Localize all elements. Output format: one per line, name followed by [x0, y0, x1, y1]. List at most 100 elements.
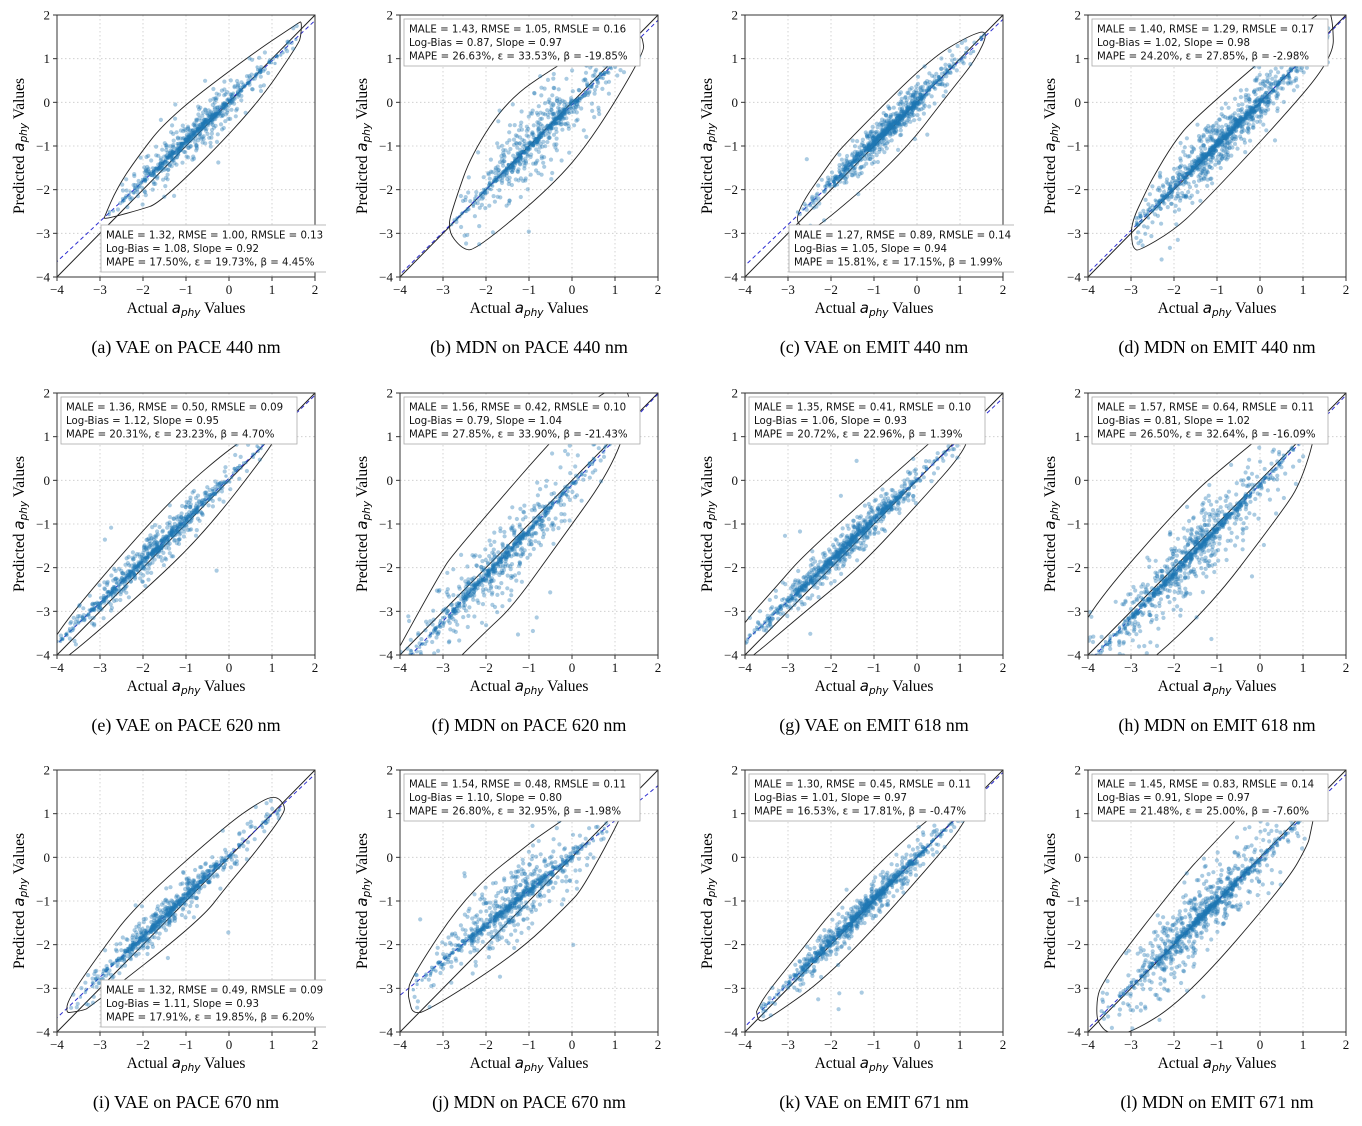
- subplot-g: −4 −4 −3 −3 −2 −2 −1 −1 0 0 1 1 2 2 MALE = 1.35, RMSE …: [698, 383, 1014, 737]
- y-tick-label: −3: [724, 604, 738, 619]
- subplot-e: −4 −4 −3 −3 −2 −2 −1 −1 0 0 1 1 2 2 MALE = 1.36, RMSE …: [10, 383, 326, 737]
- density-contour: [103, 21, 302, 219]
- x-tick-label: 2: [1000, 282, 1007, 297]
- y-tick-label: −1: [36, 894, 50, 909]
- caption-j: (j) MDN on PACE 670 nm: [432, 1092, 626, 1112]
- stats-box: MALE = 1.27, RMSE = 0.89, RMSLE = 0.14 Lo…: [788, 224, 1026, 273]
- y-tick-label: −2: [379, 937, 393, 952]
- x-tick-label: −2: [824, 282, 838, 297]
- x-tick-label: −2: [136, 282, 150, 297]
- y-tick-label: −4: [1067, 270, 1081, 285]
- y-tick-label: 0: [387, 850, 394, 865]
- y-tick-label: 2: [387, 763, 394, 778]
- fit-line: [400, 19, 658, 276]
- caption-a: (a) VAE on PACE 440 nm: [91, 337, 280, 357]
- x-tick-label: −2: [1167, 660, 1181, 675]
- stats-line-3: MAPE = 17.91%, ε = 19.85%, β = 6.20%: [106, 1013, 315, 1024]
- x-tick-label: 1: [612, 660, 619, 675]
- subplot-i: −4 −4 −3 −3 −2 −2 −1 −1 0 0 1 1 2 2 MALE = 1.32, RMSE …: [10, 760, 338, 1113]
- x-axis-label: Actual aphy Values: [815, 1054, 934, 1074]
- x-tick-label: −2: [479, 660, 493, 675]
- y-tick-label: −4: [724, 648, 738, 663]
- scatter-core-points: [745, 432, 967, 645]
- stats-line-3: MAPE = 26.50%, ε = 32.64%, β = -16.09%: [1097, 430, 1316, 441]
- stats-line-1: MALE = 1.57, RMSE = 0.64, RMSLE = 0.11: [1097, 403, 1314, 414]
- x-tick-label: 1: [612, 1037, 619, 1052]
- fit-line: [745, 397, 1003, 643]
- x-tick-label: 2: [1000, 660, 1007, 675]
- axis-ticks: −4−4 −3 −3 −2 −2 −1 −1 0 0 1 1 2 2: [724, 386, 1006, 676]
- stats-line-2: Log-Bias = 1.05, Slope = 0.94: [794, 244, 947, 255]
- stats-line-3: MAPE = 26.80%, ε = 32.95%, β = -1.98%: [409, 807, 621, 818]
- y-axis-label: Predicted aphy Values: [698, 833, 718, 969]
- stats-line-1: MALE = 1.43, RMSE = 1.05, RMSLE = 0.16: [409, 25, 626, 36]
- x-tick-label: 2: [312, 282, 319, 297]
- x-tick-label: 1: [612, 282, 619, 297]
- x-axis-label: Actual aphy Values: [1158, 1054, 1277, 1074]
- axis-ticks: −4−4 −3 −3 −2 −2 −1 −1 0 0 1 1 2 2: [36, 763, 318, 1053]
- y-axis-label: Predicted aphy Values: [698, 456, 718, 592]
- y-tick-label: −4: [379, 648, 393, 663]
- caption-f: (f) MDN on PACE 620 nm: [432, 715, 627, 735]
- fit-line: [57, 773, 315, 1019]
- x-tick-label: −2: [136, 660, 150, 675]
- y-tick-label: −3: [379, 226, 393, 241]
- x-tick-label: 2: [655, 282, 662, 297]
- y-tick-label: −1: [724, 517, 738, 532]
- y-tick-label: −1: [379, 894, 393, 909]
- y-tick-label: −3: [36, 981, 50, 996]
- x-tick-label: 1: [957, 1037, 964, 1052]
- scatter-core-points: [107, 37, 298, 217]
- x-axis-label: Actual aphy Values: [470, 677, 589, 697]
- subplot-b: −4 −4 −3 −3 −2 −2 −1 −1 0 0 1 1 2 2 MALE = 1.43, RMSE …: [353, 5, 669, 359]
- stats-line-1: MALE = 1.45, RMSE = 0.83, RMSLE = 0.14: [1097, 780, 1314, 791]
- y-tick-label: −4: [379, 270, 393, 285]
- stats-box: MALE = 1.32, RMSE = 1.00, RMSLE = 0.13 Lo…: [100, 224, 338, 273]
- x-axis-label: Actual aphy Values: [1158, 677, 1277, 697]
- caption-b: (b) MDN on PACE 440 nm: [430, 337, 628, 357]
- x-axis-label: Actual aphy Values: [815, 677, 934, 697]
- y-axis-label: Predicted aphy Values: [353, 456, 373, 592]
- caption-l: (l) MDN on EMIT 671 nm: [1120, 1092, 1313, 1112]
- x-tick-label: −3: [1124, 282, 1138, 297]
- y-tick-label: −3: [1067, 981, 1081, 996]
- scatter-points: [745, 427, 969, 644]
- density-contour: [1131, 15, 1334, 251]
- y-tick-label: 0: [1075, 850, 1082, 865]
- stats-box: MALE = 1.35, RMSE = 0.41, RMSLE = 0.10 Lo…: [748, 396, 986, 445]
- y-tick-label: −4: [724, 270, 738, 285]
- scatter-points: [115, 23, 299, 212]
- stats-line-2: Log-Bias = 1.11, Slope = 0.93: [106, 999, 259, 1010]
- y-axis-label: Predicted aphy Values: [353, 78, 373, 214]
- y-tick-label: 2: [387, 8, 394, 23]
- x-tick-label: −4: [393, 660, 407, 675]
- y-tick-label: 2: [732, 763, 739, 778]
- axis-ticks: −4−4 −3 −3 −2 −2 −1 −1 0 0 1 1 2 2: [379, 8, 661, 298]
- stats-line-2: Log-Bias = 1.08, Slope = 0.92: [106, 244, 259, 255]
- x-tick-label: 1: [1300, 660, 1307, 675]
- scatter-core-points: [1091, 426, 1316, 655]
- x-axis-label: Actual aphy Values: [815, 299, 934, 319]
- y-axis-label: Predicted aphy Values: [1041, 78, 1061, 214]
- density-contour: [66, 796, 285, 1013]
- x-tick-label: −2: [136, 1037, 150, 1052]
- y-tick-label: −2: [36, 937, 50, 952]
- x-tick-label: −4: [50, 660, 64, 675]
- subplot-d: −4 −4 −3 −3 −2 −2 −1 −1 0 0 1 1 2 2 MALE = 1.40, RMSE …: [1041, 5, 1357, 359]
- stats-line-2: Log-Bias = 1.01, Slope = 0.97: [754, 793, 907, 804]
- x-tick-label: 2: [1343, 660, 1350, 675]
- x-tick-label: −4: [738, 660, 752, 675]
- identity-line: [745, 15, 1003, 277]
- subplot-j: −4 −4 −3 −3 −2 −2 −1 −1 0 0 1 1 2 2 MALE = 1.54, RMSE …: [353, 760, 669, 1114]
- subplot-h: −4 −4 −3 −3 −2 −2 −1 −1 0 0 1 1 2 2 MALE = 1.57, RMSE …: [1041, 383, 1357, 737]
- x-tick-label: −2: [1167, 282, 1181, 297]
- x-tick-label: −1: [1210, 282, 1224, 297]
- x-tick-label: −1: [1210, 660, 1224, 675]
- y-tick-label: 1: [44, 806, 51, 821]
- axis-ticks: −4−4 −3 −3 −2 −2 −1 −1 0 0 1 1 2 2: [724, 763, 1006, 1053]
- stats-line-3: MAPE = 24.20%, ε = 27.85%, β = -2.98%: [1097, 52, 1309, 63]
- fit-line: [400, 785, 658, 996]
- y-tick-label: −1: [36, 517, 50, 532]
- y-tick-label: 0: [1075, 473, 1082, 488]
- y-tick-label: 1: [387, 51, 394, 66]
